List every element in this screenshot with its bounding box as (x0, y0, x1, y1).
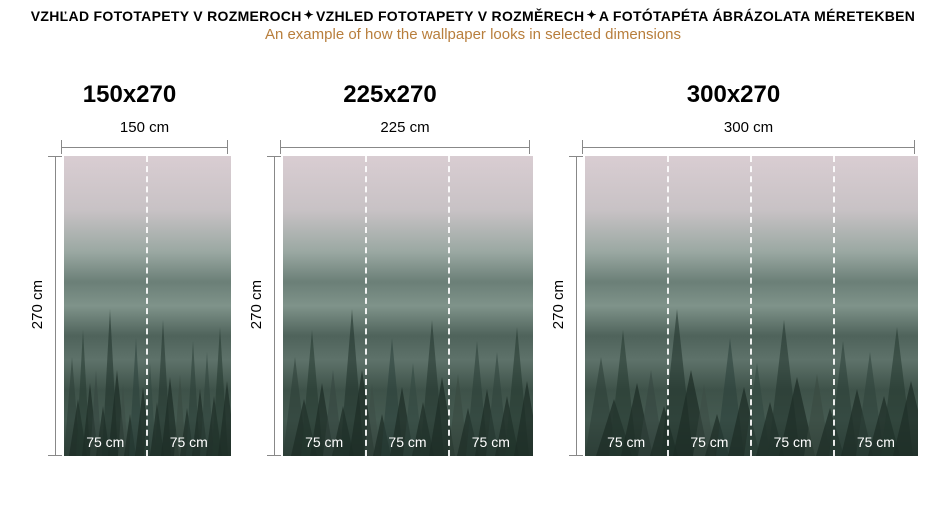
width-rule (61, 138, 228, 156)
variant-150x270: 150x270 150 cm 270 cm 75 cm 75 cm (29, 81, 231, 456)
variant-image-row: 270 cm 75 cm 75 cm 75 cm (248, 156, 533, 456)
segment-label: 75 cm (857, 434, 895, 450)
segment-labels: 75 cm 75 cm 75 cm (283, 434, 533, 450)
variant-title: 150x270 (83, 81, 176, 109)
segment-label: 75 cm (774, 434, 812, 450)
height-label: 270 cm (29, 280, 46, 329)
panel-divider (146, 156, 148, 456)
header-lang-sk: VZHĽAD FOTOTAPETY V ROZMEROCH (31, 8, 302, 24)
panel-divider (448, 156, 450, 456)
height-rule (46, 156, 64, 456)
height-label: 270 cm (248, 280, 265, 329)
width-rule (280, 138, 530, 156)
sparkle-icon: ✦ (304, 8, 314, 22)
header-multilang: VZHĽAD FOTOTAPETY V ROZMEROCH ✦ VZHLED F… (0, 8, 946, 24)
width-rule (582, 138, 915, 156)
segment-label: 75 cm (170, 434, 208, 450)
variant-image-row: 270 cm 75 cm 75 cm 75 cm 75 cm (550, 156, 918, 456)
variant-title: 225x270 (343, 81, 436, 109)
variant-title: 300x270 (687, 81, 780, 109)
variant-image-row: 270 cm 75 cm 75 cm (29, 156, 231, 456)
segment-label: 75 cm (86, 434, 124, 450)
segment-label: 75 cm (305, 434, 343, 450)
wallpaper-preview: 75 cm 75 cm (64, 156, 231, 456)
wallpaper-preview: 75 cm 75 cm 75 cm 75 cm (585, 156, 918, 456)
width-label: 150 cm (120, 119, 169, 136)
header-lang-hu: A FOTÓTAPÉTA ÁBRÁZOLATA MÉRETEKBEN (599, 8, 915, 24)
height-rule (265, 156, 283, 456)
panel-divider (365, 156, 367, 456)
width-label: 225 cm (380, 119, 429, 136)
header-subtitle: An example of how the wallpaper looks in… (0, 26, 946, 43)
variants-row: 150x270 150 cm 270 cm 75 cm 75 cm 225x270 225 … (0, 81, 946, 456)
sparkle-icon: ✦ (586, 8, 596, 22)
wallpaper-preview: 75 cm 75 cm 75 cm (283, 156, 533, 456)
header-lang-cz: VZHLED FOTOTAPETY V ROZMĚRECH (316, 8, 585, 24)
header: VZHĽAD FOTOTAPETY V ROZMEROCH ✦ VZHLED F… (0, 0, 946, 43)
segment-label: 75 cm (388, 434, 426, 450)
variant-225x270: 225x270 225 cm 270 cm 75 cm 75 cm 75 cm (248, 81, 533, 456)
segment-labels: 75 cm 75 cm (64, 434, 231, 450)
segment-label: 75 cm (690, 434, 728, 450)
variant-300x270: 300x270 300 cm 270 cm 75 cm 75 cm 75 cm 75 cm (550, 81, 918, 456)
segment-label: 75 cm (607, 434, 645, 450)
height-rule (567, 156, 585, 456)
width-label: 300 cm (724, 119, 773, 136)
panel-divider (667, 156, 669, 456)
panel-divider (750, 156, 752, 456)
segment-label: 75 cm (472, 434, 510, 450)
panel-divider (833, 156, 835, 456)
height-label: 270 cm (550, 280, 567, 329)
segment-labels: 75 cm 75 cm 75 cm 75 cm (585, 434, 918, 450)
